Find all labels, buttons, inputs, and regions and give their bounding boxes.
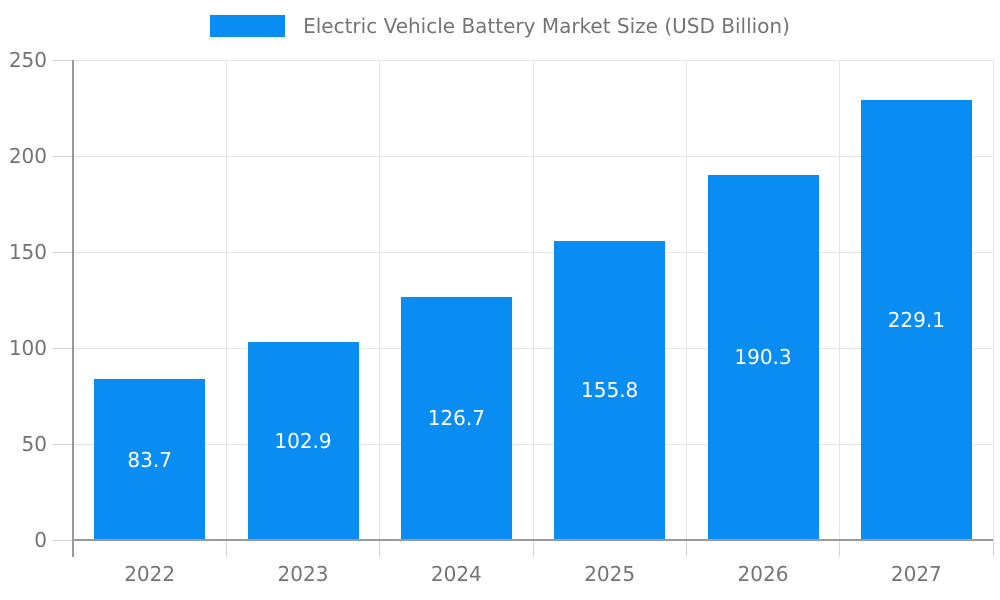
y-axis-tick (53, 251, 73, 253)
bar-value-label: 229.1 (887, 308, 945, 333)
y-axis-tick (53, 347, 73, 349)
y-axis-tick-label: 0 (34, 528, 47, 552)
x-axis-tick (992, 540, 994, 557)
bar-value-label: 190.3 (734, 345, 792, 370)
x-axis-tick (379, 540, 381, 557)
bar[interactable] (554, 240, 666, 540)
y-axis-tick (53, 443, 73, 445)
x-axis-tick-label: 2023 (277, 562, 329, 586)
x-axis-tick (685, 540, 687, 557)
bar-value-label: 102.9 (274, 429, 332, 454)
x-axis-tick-label: 2022 (124, 562, 176, 586)
y-axis-tick-label: 250 (8, 48, 47, 72)
x-axis-tick (225, 540, 227, 557)
y-axis-tick (53, 155, 73, 157)
y-axis-tick-label: 50 (21, 432, 47, 456)
gridline-vertical (532, 60, 534, 540)
bar[interactable] (707, 174, 819, 540)
gridline-vertical (379, 60, 381, 540)
gridline-vertical (685, 60, 687, 540)
y-axis-line (72, 60, 74, 557)
y-axis-tick (53, 539, 73, 541)
y-axis-tick-label: 100 (8, 336, 47, 360)
legend-swatch-icon (210, 15, 286, 37)
x-axis-tick-label: 2027 (890, 562, 942, 586)
bar-value-label: 155.8 (581, 378, 639, 403)
bar[interactable] (860, 100, 972, 540)
bar-value-label: 83.7 (127, 447, 172, 472)
y-axis-tick-label: 200 (8, 144, 47, 168)
x-axis-tick-label: 2026 (737, 562, 789, 586)
bar[interactable] (247, 342, 359, 540)
y-axis-tick-label: 150 (8, 240, 47, 264)
bar-value-label: 126.7 (427, 406, 485, 431)
x-axis-tick (532, 540, 534, 557)
gridline-vertical (992, 60, 994, 540)
x-axis-tick-label: 2024 (430, 562, 482, 586)
bar[interactable] (400, 296, 512, 540)
legend[interactable]: Electric Vehicle Battery Market Size (US… (0, 14, 1000, 38)
bar[interactable] (94, 379, 206, 540)
x-axis-tick (839, 540, 841, 557)
x-axis-line (72, 539, 993, 541)
x-axis-tick-label: 2025 (584, 562, 636, 586)
y-axis-tick (53, 59, 73, 61)
gridline-vertical (225, 60, 227, 540)
legend-label: Electric Vehicle Battery Market Size (US… (303, 14, 790, 38)
gridline-vertical (839, 60, 841, 540)
